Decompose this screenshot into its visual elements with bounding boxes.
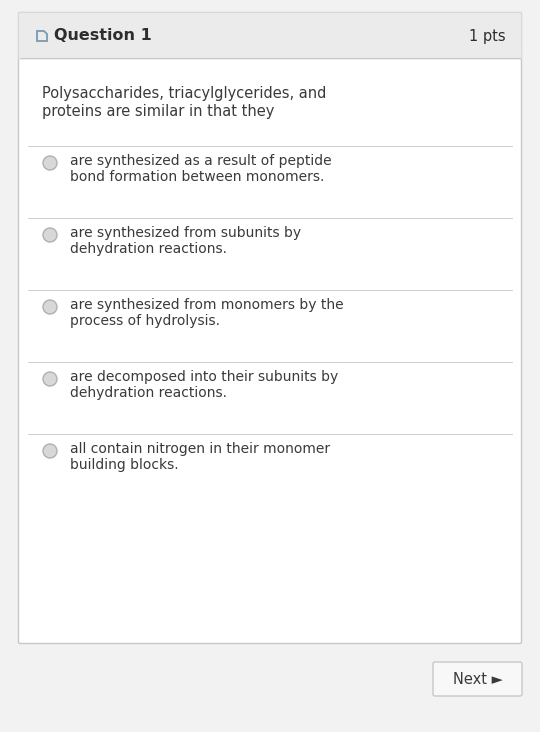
FancyBboxPatch shape <box>18 12 522 643</box>
Text: are decomposed into their subunits by: are decomposed into their subunits by <box>70 370 338 384</box>
Text: Next ►: Next ► <box>453 671 502 687</box>
Text: are synthesized as a result of peptide: are synthesized as a result of peptide <box>70 154 332 168</box>
Text: dehydration reactions.: dehydration reactions. <box>70 242 227 256</box>
Text: Polysaccharides, triacylglycerides, and: Polysaccharides, triacylglycerides, and <box>42 86 326 101</box>
Bar <box>20 50 520 58</box>
Text: dehydration reactions.: dehydration reactions. <box>70 386 227 400</box>
Text: Question 1: Question 1 <box>54 29 152 43</box>
Text: bond formation between monomers.: bond formation between monomers. <box>70 170 325 184</box>
Circle shape <box>43 444 57 458</box>
Text: proteins are similar in that they: proteins are similar in that they <box>42 104 274 119</box>
Circle shape <box>43 300 57 314</box>
Text: are synthesized from monomers by the: are synthesized from monomers by the <box>70 298 343 312</box>
Text: process of hydrolysis.: process of hydrolysis. <box>70 314 220 328</box>
Text: building blocks.: building blocks. <box>70 458 179 472</box>
FancyBboxPatch shape <box>18 12 522 59</box>
Text: are synthesized from subunits by: are synthesized from subunits by <box>70 226 301 240</box>
Circle shape <box>43 372 57 386</box>
FancyBboxPatch shape <box>433 662 522 696</box>
Circle shape <box>43 228 57 242</box>
Text: 1 pts: 1 pts <box>469 29 506 43</box>
Circle shape <box>43 156 57 170</box>
Text: all contain nitrogen in their monomer: all contain nitrogen in their monomer <box>70 442 330 456</box>
